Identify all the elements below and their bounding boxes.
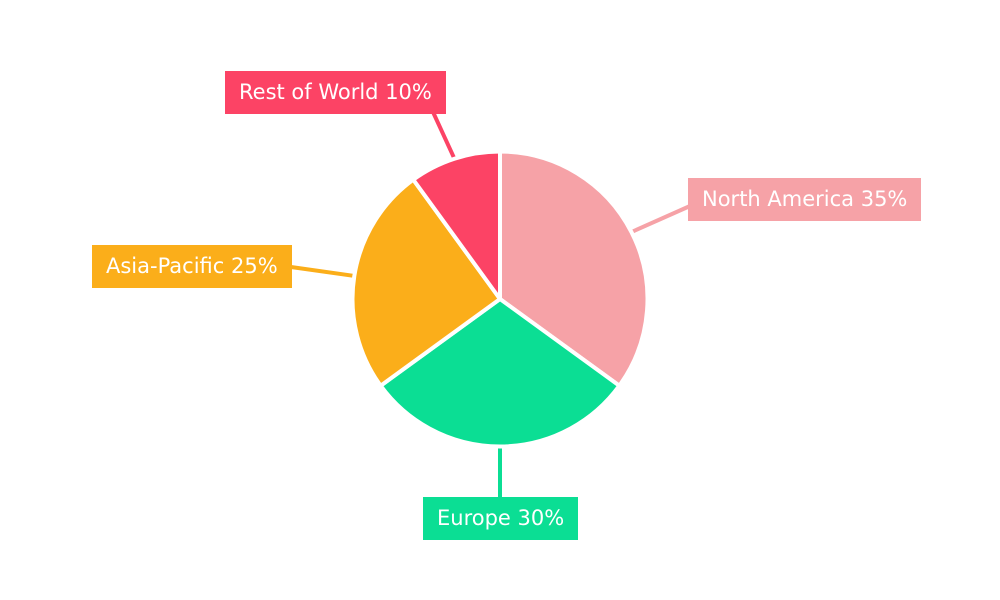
- pie-slices: [350, 149, 650, 449]
- leader-line-north-america: [630, 204, 691, 234]
- pie-slice-europe[interactable]: [378, 297, 622, 449]
- label-rest-of-world: Rest of World 10%: [225, 71, 446, 114]
- label-north-america: North America 35%: [688, 178, 922, 221]
- label-asia-pacific: Asia-Pacific 25%: [92, 245, 292, 288]
- leader-line-rest-of-world: [431, 111, 457, 160]
- pie-slice-rest-of-world[interactable]: [411, 149, 502, 301]
- pie-slice-asia-pacific[interactable]: [350, 177, 502, 388]
- leader-line-asia-pacific: [290, 265, 355, 278]
- pie-slice-north-america[interactable]: [498, 149, 650, 388]
- label-europe: Europe 30%: [423, 497, 579, 540]
- leader-lines: [290, 111, 691, 497]
